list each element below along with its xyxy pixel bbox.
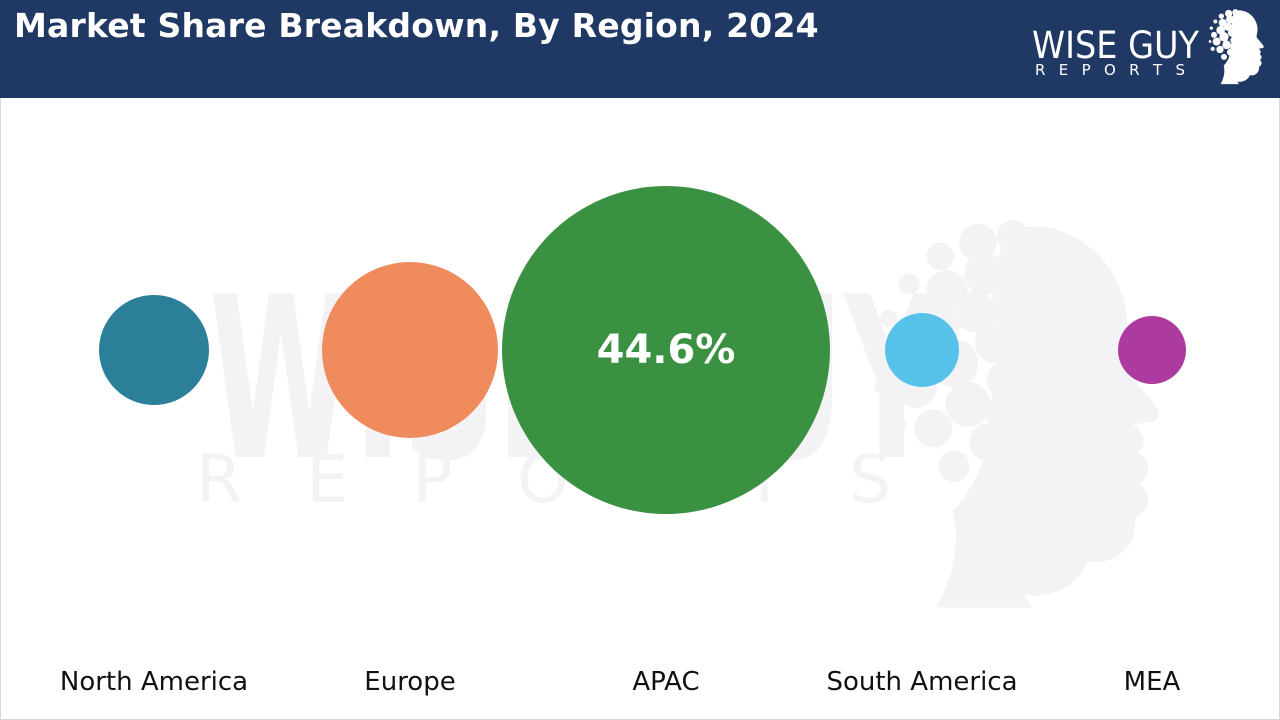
logo-wordmark: WISE GUY bbox=[1032, 24, 1199, 67]
category-label-mea: MEA bbox=[1123, 667, 1181, 697]
page-title: Market Share Breakdown, By Region, 2024 bbox=[14, 6, 819, 45]
bubble-value-label: 44.6% bbox=[596, 327, 736, 373]
bubble-mea bbox=[1118, 316, 1186, 384]
wiseguy-logo: WISE GUY R E P O R T S bbox=[1032, 9, 1264, 85]
category-label-europe: Europe bbox=[364, 667, 456, 697]
category-label-south-america: South America bbox=[826, 667, 1018, 697]
category-label-apac: APAC bbox=[632, 667, 700, 697]
logo-subtitle: R E P O R T S bbox=[1035, 61, 1185, 79]
bubble-chart: North America Europe 44.6% APAC South Americ… bbox=[1, 98, 1279, 719]
wiseguy-head-icon bbox=[1208, 9, 1264, 85]
header: Market Share Breakdown, By Region, 2024 … bbox=[0, 0, 1280, 98]
bubble-apac: 44.6% bbox=[502, 186, 830, 514]
bubble-europe bbox=[322, 262, 498, 438]
category-label-north-america: North America bbox=[59, 667, 249, 697]
chart-canvas: WISE GUY R E P O R T S North AmericaEuro… bbox=[0, 98, 1280, 720]
bubble-south-america bbox=[885, 313, 959, 387]
bubble-north-america bbox=[99, 295, 209, 405]
